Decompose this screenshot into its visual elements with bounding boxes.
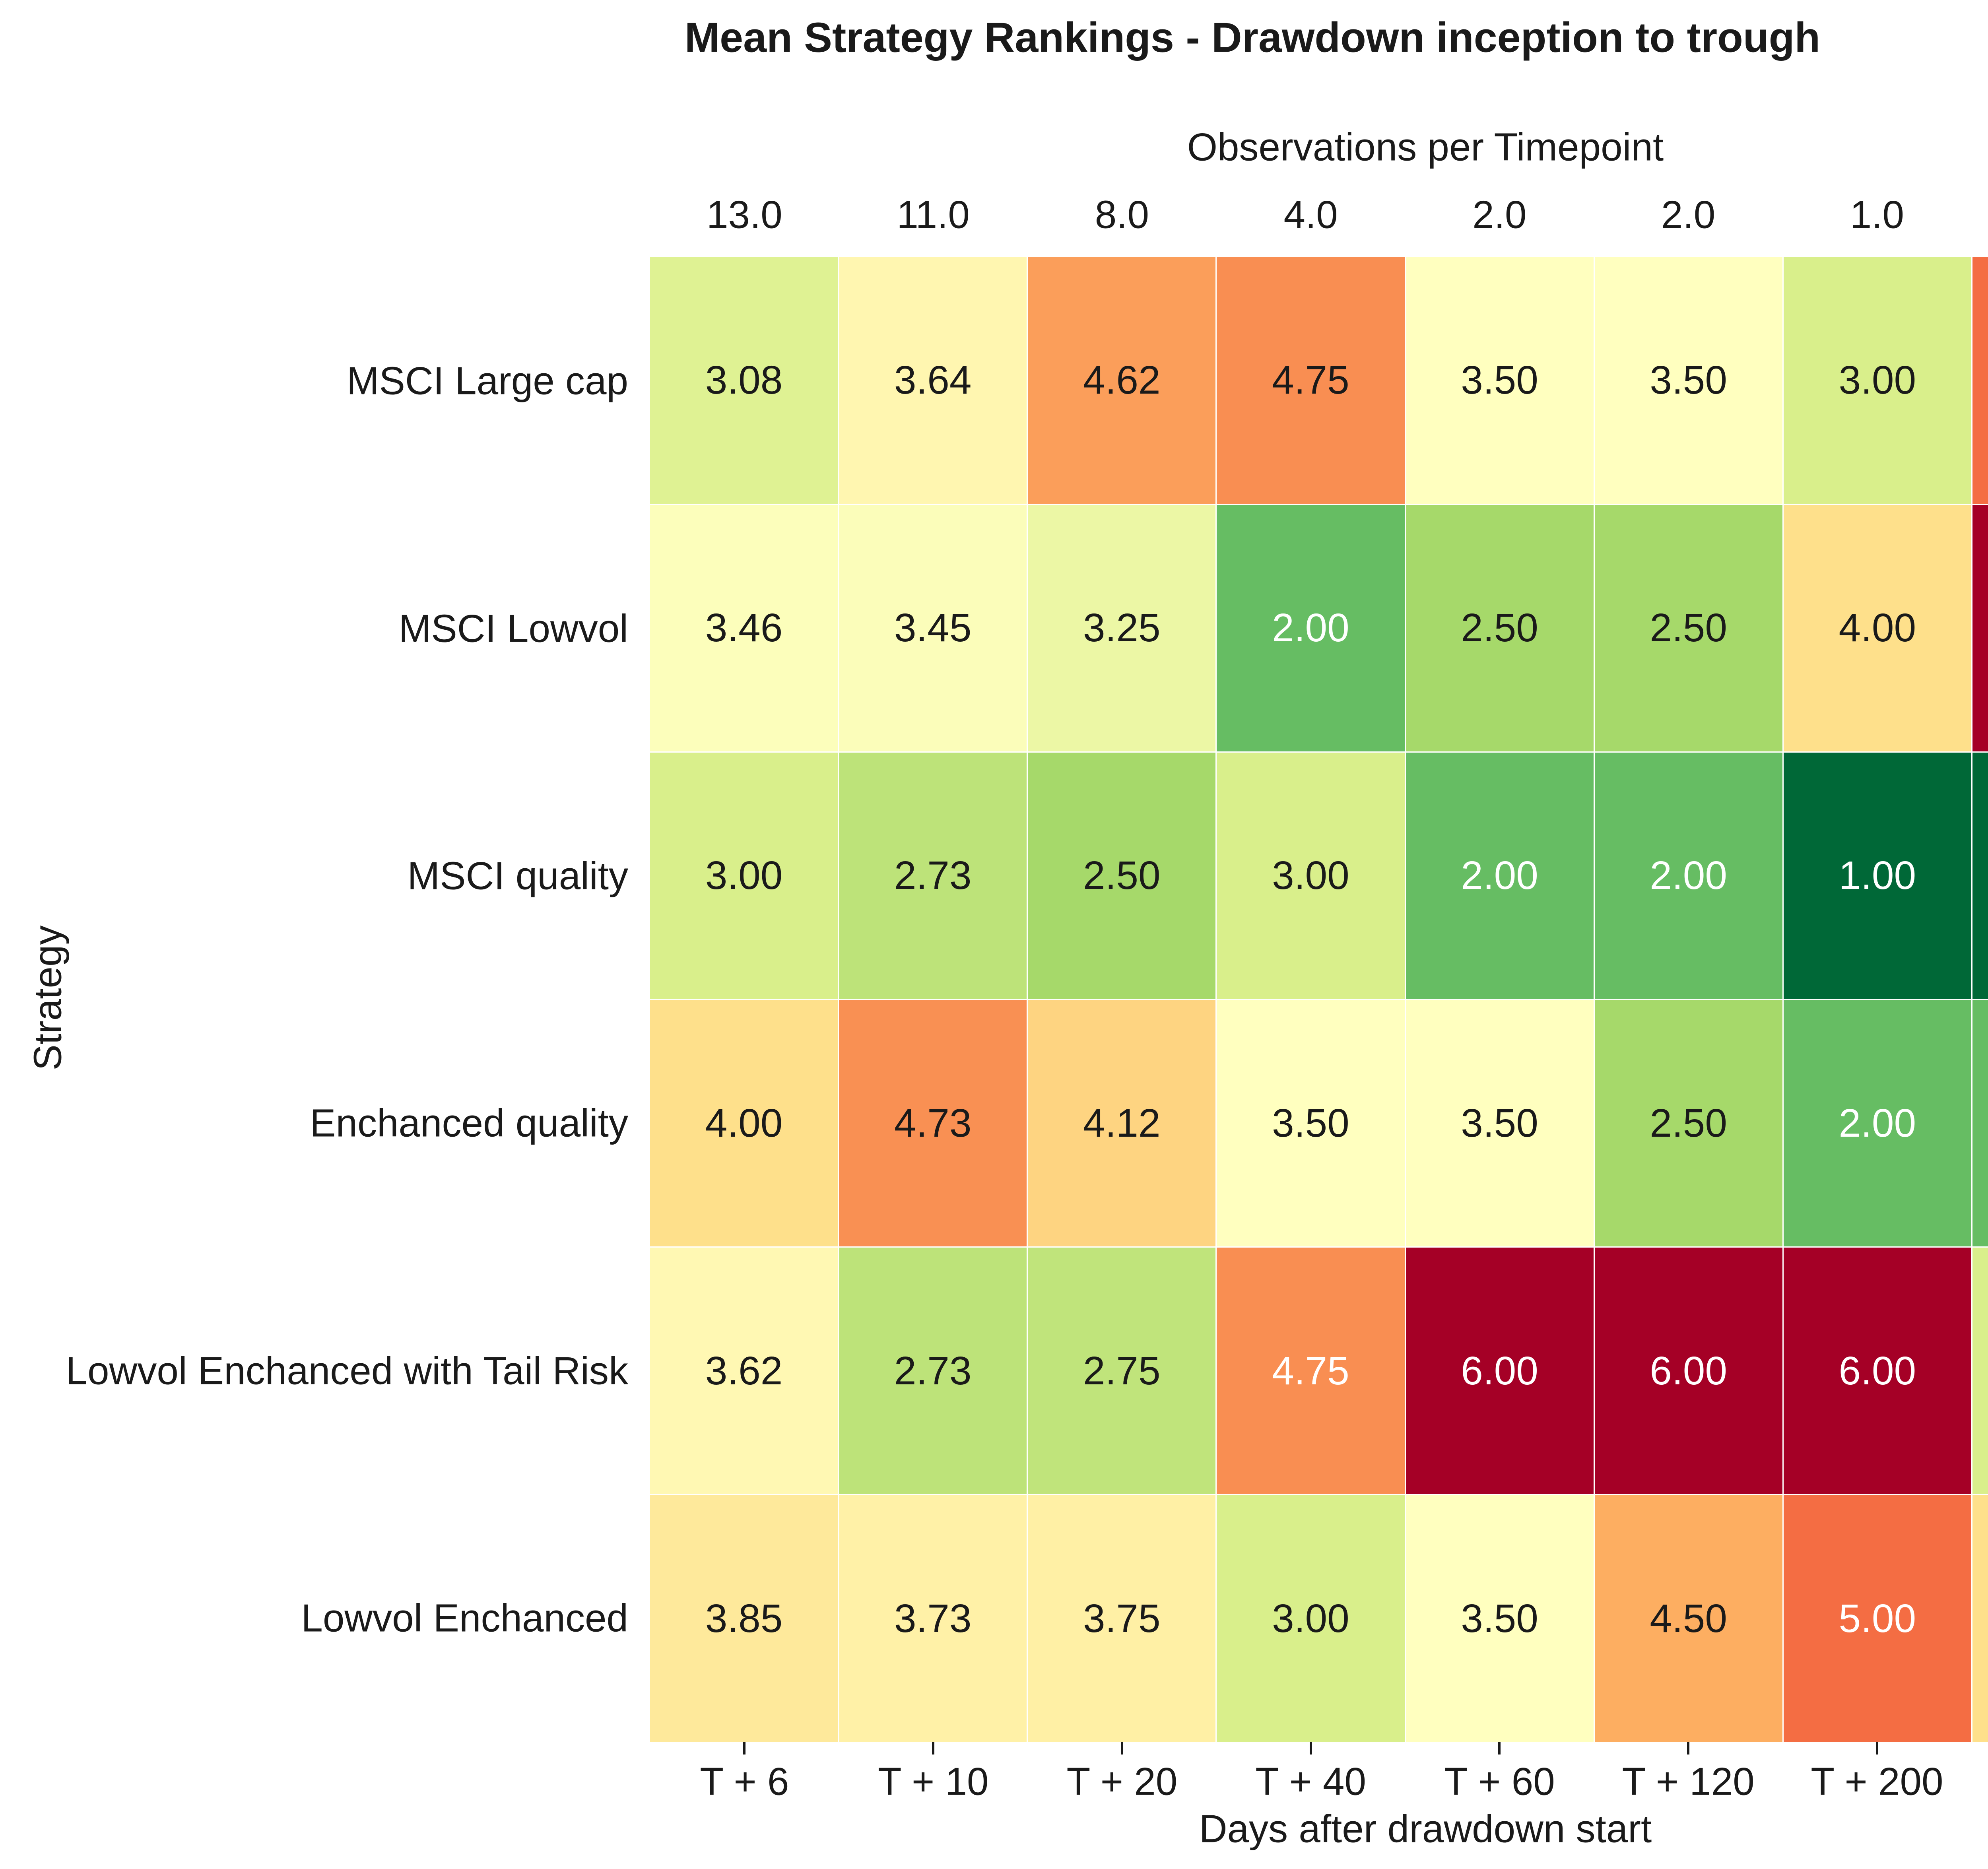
- chart-title: Mean Strategy Rankings - Drawdown incept…: [684, 14, 1821, 61]
- x-tick-mark: [1687, 1742, 1690, 1754]
- heatmap-cell: 4.00: [1783, 505, 1971, 751]
- heatmap-cell: 3.50: [1594, 257, 1782, 504]
- heatmap-cell: 3.50: [1406, 257, 1594, 504]
- heatmap-cell: 4.12: [1028, 1000, 1216, 1247]
- heatmap-cell: 3.50: [1406, 1000, 1594, 1247]
- top-axis-title: Observations per Timepoint: [1187, 125, 1664, 169]
- heatmap-cell: 5.00: [1783, 1495, 1971, 1742]
- heatmap-cell: 2.00: [1783, 1000, 1971, 1247]
- heatmap-cell: 2.50: [1594, 1000, 1782, 1247]
- heatmap-cell: 3.64: [839, 257, 1027, 504]
- row-label: MSCI quality: [407, 854, 628, 898]
- heatmap-cell: 4.00: [650, 1000, 838, 1247]
- x-tick-label: T + 120: [1622, 1759, 1755, 1803]
- heatmap-cell: 4.75: [1217, 257, 1405, 504]
- x-tick-mark: [743, 1742, 746, 1754]
- top-tick-label: 2.0: [1661, 192, 1716, 237]
- x-axis-title: Days after drawdown start: [1199, 1807, 1652, 1851]
- heatmap-cell: 3.00: [1217, 1495, 1405, 1742]
- heatmap-cell: 2.00: [1972, 1000, 1988, 1247]
- x-tick-label: T + 60: [1444, 1759, 1555, 1803]
- x-tick-label: T + 20: [1066, 1759, 1178, 1803]
- heatmap-cell: 3.85: [650, 1495, 838, 1742]
- heatmap-cell: 2.73: [839, 752, 1027, 999]
- row-label: MSCI Large cap: [346, 359, 628, 403]
- heatmap-cell: 6.00: [1972, 505, 1988, 751]
- heatmap-cell: 3.62: [650, 1248, 838, 1494]
- heatmap-grid: 3.083.644.624.753.503.503.005.003.463.45…: [650, 257, 1988, 1742]
- heatmap-cell: 2.00: [1594, 752, 1782, 999]
- heatmap-cell: 1.00: [1783, 752, 1971, 999]
- heatmap-cell: 3.00: [650, 752, 838, 999]
- x-tick-label: T + 200: [1811, 1759, 1943, 1803]
- heatmap-cell: 4.73: [839, 1000, 1027, 1247]
- heatmap-cell: 3.46: [650, 505, 838, 751]
- heatmap-cell: 3.50: [1217, 1000, 1405, 1247]
- heatmap-cell: 6.00: [1594, 1248, 1782, 1494]
- x-tick-label: T + 6: [700, 1759, 789, 1803]
- y-axis-title: Strategy: [25, 925, 70, 1071]
- heatmap-cell: 4.75: [1217, 1248, 1405, 1494]
- heatmap-cell: 3.45: [839, 505, 1027, 751]
- top-tick-label: 13.0: [707, 192, 782, 237]
- heatmap-cell: 3.00: [1217, 752, 1405, 999]
- top-tick-label: 4.0: [1283, 192, 1338, 237]
- top-tick-label: 1.0: [1850, 192, 1904, 237]
- heatmap-cell: 2.50: [1028, 752, 1216, 999]
- heatmap-cell: 3.00: [1783, 257, 1971, 504]
- top-tick-label: 11.0: [897, 192, 970, 237]
- heatmap-cell: 3.25: [1028, 505, 1216, 751]
- heatmap-cell: 3.00: [1972, 1248, 1988, 1494]
- heatmap-cell: 6.00: [1783, 1248, 1971, 1494]
- heatmap-cell: 2.50: [1406, 505, 1594, 751]
- heatmap-cell: 1.00: [1972, 752, 1988, 999]
- row-label: MSCI Lowvol: [398, 606, 628, 650]
- x-tick-mark: [1498, 1742, 1501, 1754]
- heatmap-cell: 4.50: [1594, 1495, 1782, 1742]
- heatmap-cell: 4.62: [1028, 257, 1216, 504]
- row-label: Enchanced quality: [310, 1101, 628, 1145]
- x-tick-mark: [1875, 1742, 1878, 1754]
- heatmap-cell: 5.00: [1972, 257, 1988, 504]
- heatmap-cell: 3.75: [1028, 1495, 1216, 1742]
- x-tick-mark: [1120, 1742, 1123, 1754]
- heatmap-cell: 2.75: [1028, 1248, 1216, 1494]
- top-tick-label: 2.0: [1472, 192, 1527, 237]
- row-label: Lowvol Enchanced: [301, 1596, 628, 1640]
- heatmap-cell: 3.73: [839, 1495, 1027, 1742]
- row-label: Lowvol Enchanced with Tail Risk: [66, 1349, 628, 1392]
- x-tick-mark: [1309, 1742, 1312, 1754]
- x-tick-label: T + 10: [878, 1759, 989, 1803]
- heatmap-cell: 4.00: [1972, 1495, 1988, 1742]
- heatmap-cell: 3.08: [650, 257, 838, 504]
- top-tick-label: 8.0: [1095, 192, 1149, 237]
- heatmap-cell: 2.00: [1217, 505, 1405, 751]
- heatmap-cell: 3.50: [1406, 1495, 1594, 1742]
- heatmap-cell: 6.00: [1406, 1248, 1594, 1494]
- heatmap-cell: 2.73: [839, 1248, 1027, 1494]
- x-tick-label: T + 40: [1255, 1759, 1367, 1803]
- heatmap-cell: 2.50: [1594, 505, 1782, 751]
- x-tick-mark: [932, 1742, 935, 1754]
- heatmap-cell: 2.00: [1406, 752, 1594, 999]
